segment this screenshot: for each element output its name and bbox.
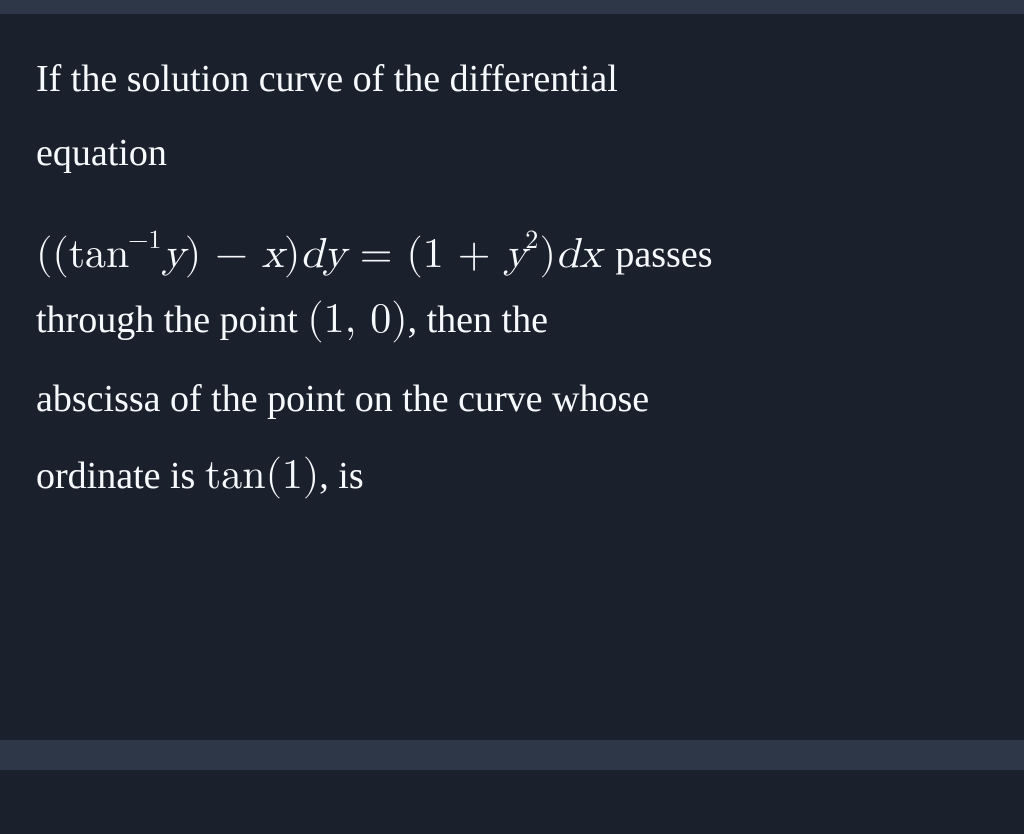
op-minus: − [201, 234, 262, 276]
intro-line-1: If the solution curve of the differentia… [36, 58, 618, 100]
is-text: , is [319, 455, 363, 497]
fn-tan: tan [69, 234, 130, 276]
tail-line-3: ordinate is tan(1), is [36, 436, 988, 518]
top-divider [0, 0, 1024, 14]
arg-1: 1 [282, 455, 303, 497]
then-the: , then the [408, 299, 548, 341]
var-x: x [262, 234, 284, 276]
intro-line-2: equation [36, 132, 167, 174]
paren-close-1: ) [185, 234, 201, 276]
arg-close: ) [303, 455, 319, 497]
op-equals: = [346, 234, 407, 276]
paren-open: (( [36, 234, 69, 276]
superscript-neg1: −1 [128, 228, 161, 254]
ordinate-text: ordinate is [36, 455, 205, 497]
pt-open: ( [307, 299, 323, 341]
var-y1: y [163, 234, 185, 276]
const-1: 1 [423, 234, 444, 276]
dy: dy [300, 234, 346, 276]
bottom-divider [0, 740, 1024, 770]
trail-passes: passes [615, 234, 712, 276]
question-card: If the solution curve of the differentia… [0, 0, 1024, 834]
intro-paragraph: If the solution curve of the differentia… [36, 42, 988, 190]
pt-0: 0 [370, 299, 391, 341]
arg-open: ( [266, 455, 282, 497]
through-text: through the point [36, 299, 307, 341]
var-y2: y [504, 234, 526, 276]
paren-close-2: ) [284, 234, 300, 276]
paren-close-3: ) [540, 234, 556, 276]
paren-open-2: ( [406, 234, 422, 276]
dx: dx [556, 234, 602, 276]
pt-comma: , [345, 299, 371, 341]
differential-equation: ((tan−1y) − x)dy = (1 + y2)dx [36, 234, 615, 276]
question-body: If the solution curve of the differentia… [0, 14, 1024, 518]
superscript-2: 2 [525, 228, 538, 254]
tail-line-2: abscissa of the point on the curve whose [36, 362, 988, 436]
tail-line-1: through the point (1, 0), then the [36, 280, 988, 362]
pt-1: 1 [324, 299, 345, 341]
pt-close: ) [391, 299, 407, 341]
fn-tan-2: tan [205, 455, 266, 497]
equation-block: ((tan−1y) − x)dy = (1 + y2)dx passes thr… [36, 226, 988, 518]
op-plus: + [444, 234, 505, 276]
